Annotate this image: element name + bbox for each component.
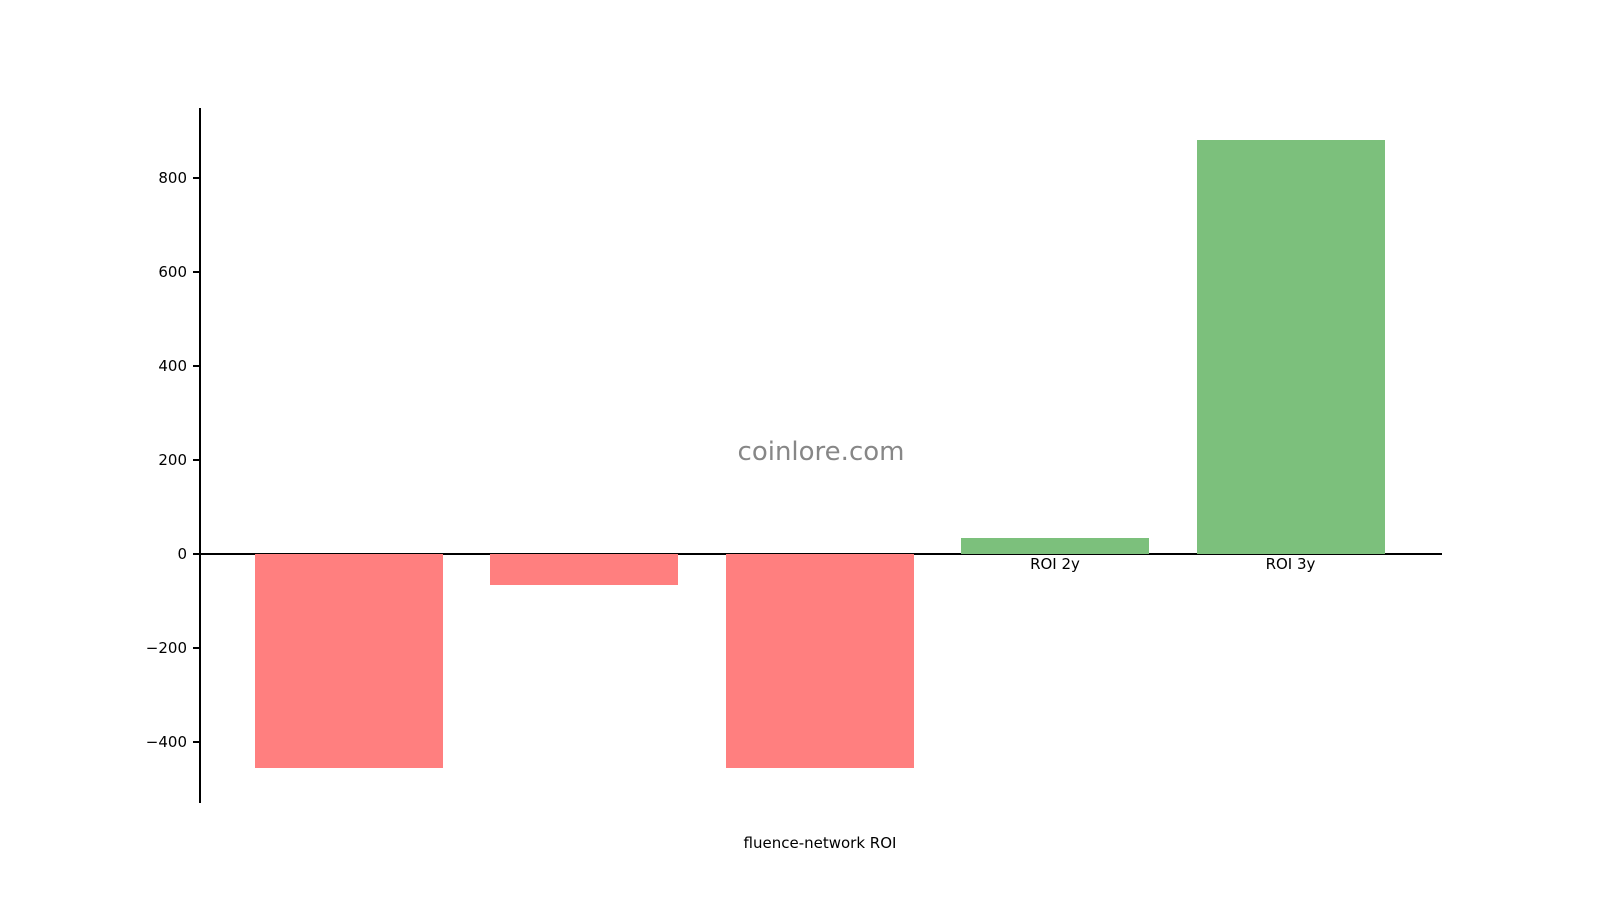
bar-2 bbox=[490, 554, 678, 585]
y-tick-mark bbox=[193, 177, 200, 180]
y-tick-mark bbox=[193, 740, 200, 743]
bar-roi-2y bbox=[961, 538, 1149, 555]
y-tick-label: 400 bbox=[158, 357, 187, 376]
bar-1 bbox=[254, 554, 443, 768]
bar-3 bbox=[725, 554, 914, 768]
watermark: coinlore.com bbox=[737, 437, 905, 467]
y-tick-label: −200 bbox=[145, 639, 187, 658]
x-tick-label-roi-2y: ROI 2y bbox=[1030, 555, 1080, 574]
x-axis-title: fluence-network ROI bbox=[743, 834, 897, 852]
x-axis-zero-line bbox=[200, 553, 1442, 555]
y-tick-mark bbox=[193, 459, 200, 462]
y-tick-mark bbox=[193, 271, 200, 274]
y-tick-label: −400 bbox=[145, 732, 187, 751]
y-tick-mark bbox=[193, 647, 200, 650]
y-tick-label: 800 bbox=[158, 169, 187, 188]
y-tick-label: 0 bbox=[177, 545, 187, 564]
bar-roi-3y bbox=[1196, 139, 1385, 555]
y-tick-mark bbox=[193, 553, 200, 556]
y-axis-line bbox=[199, 108, 201, 803]
y-tick-mark bbox=[193, 365, 200, 368]
y-tick-label: 600 bbox=[158, 263, 187, 282]
x-tick-label-roi-3y: ROI 3y bbox=[1265, 555, 1316, 574]
y-tick-label: 200 bbox=[158, 451, 187, 470]
